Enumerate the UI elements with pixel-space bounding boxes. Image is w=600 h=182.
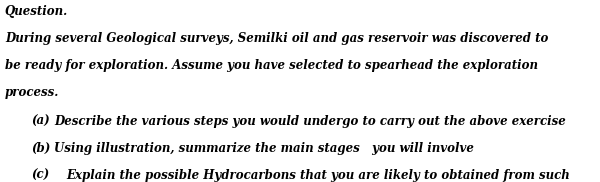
Text: Question.: Question. bbox=[5, 5, 68, 18]
Text: be ready for exploration. Assume you have selected to spearhead the exploration: be ready for exploration. Assume you hav… bbox=[5, 59, 538, 72]
Text: During several Geological surveys, Semilki oil and gas reservoir was discovered : During several Geological surveys, Semil… bbox=[5, 32, 548, 45]
Text: (a): (a) bbox=[31, 115, 50, 128]
Text: Describe the various steps you would undergo to carry out the above exercise: Describe the various steps you would und… bbox=[54, 115, 566, 128]
Text: (b): (b) bbox=[31, 142, 50, 155]
Text: process.: process. bbox=[5, 86, 59, 99]
Text: (c): (c) bbox=[31, 169, 49, 182]
Text: Using illustration, summarize the main stages   you will involve: Using illustration, summarize the main s… bbox=[54, 142, 474, 155]
Text: Explain the possible Hydrocarbons that you are likely to obtained from such: Explain the possible Hydrocarbons that y… bbox=[66, 169, 570, 182]
